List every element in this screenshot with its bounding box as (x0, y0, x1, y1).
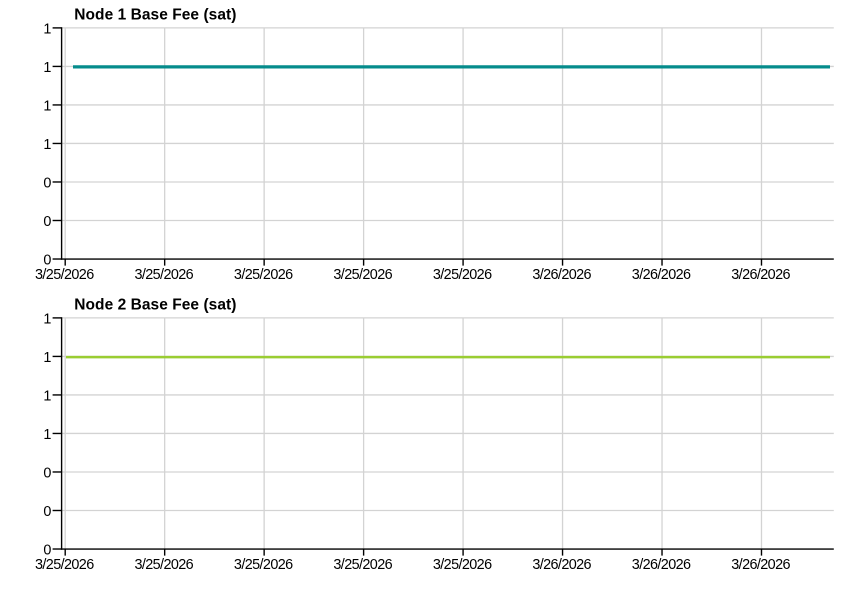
svg-text:3/26/2026: 3/26/2026 (731, 557, 790, 573)
svg-text:1: 1 (43, 311, 51, 327)
svg-text:3/26/2026: 3/26/2026 (532, 557, 591, 573)
svg-text:1: 1 (43, 137, 51, 153)
svg-text:3/26/2026: 3/26/2026 (532, 267, 591, 283)
svg-text:3/25/2026: 3/25/2026 (35, 267, 94, 283)
svg-text:0: 0 (43, 504, 51, 520)
svg-text:1: 1 (43, 388, 51, 404)
svg-text:3/25/2026: 3/25/2026 (35, 557, 94, 573)
svg-text:3/25/2026: 3/25/2026 (333, 267, 392, 283)
svg-text:3/26/2026: 3/26/2026 (632, 267, 691, 283)
svg-text:3/25/2026: 3/25/2026 (333, 557, 392, 573)
svg-text:0: 0 (43, 214, 51, 230)
svg-text:3/25/2026: 3/25/2026 (234, 267, 293, 283)
svg-text:3/25/2026: 3/25/2026 (134, 557, 193, 573)
svg-text:3/25/2026: 3/25/2026 (234, 557, 293, 573)
svg-text:Node 2 Base Fee (sat): Node 2 Base Fee (sat) (74, 297, 236, 314)
svg-text:1: 1 (43, 350, 51, 366)
svg-text:0: 0 (43, 252, 51, 268)
svg-text:1: 1 (43, 98, 51, 114)
svg-text:3/26/2026: 3/26/2026 (632, 557, 691, 573)
svg-text:0: 0 (43, 175, 51, 191)
svg-text:Node 1 Base Fee (sat): Node 1 Base Fee (sat) (74, 7, 236, 24)
svg-text:3/25/2026: 3/25/2026 (134, 267, 193, 283)
svg-text:3/26/2026: 3/26/2026 (731, 267, 790, 283)
svg-text:1: 1 (43, 60, 51, 76)
svg-text:3/25/2026: 3/25/2026 (433, 557, 492, 573)
svg-text:0: 0 (43, 542, 51, 558)
svg-text:3/25/2026: 3/25/2026 (433, 267, 492, 283)
svg-text:1: 1 (43, 21, 51, 37)
svg-text:1: 1 (43, 427, 51, 443)
svg-text:0: 0 (43, 465, 51, 481)
